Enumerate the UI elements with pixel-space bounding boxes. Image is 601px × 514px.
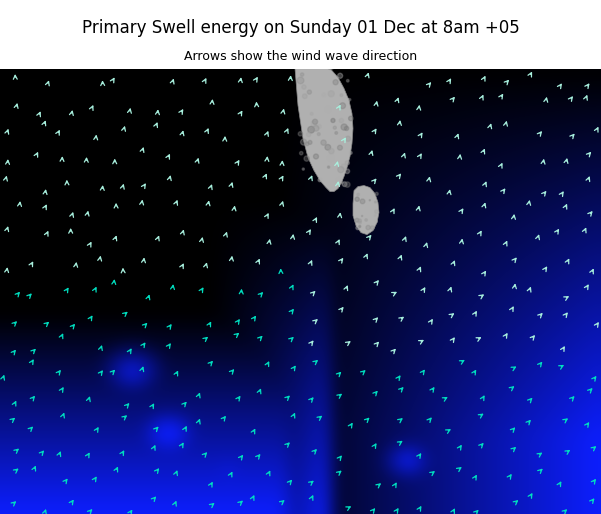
Circle shape [302, 168, 304, 170]
Circle shape [307, 90, 311, 94]
Text: Primary Swell energy on Sunday 01 Dec at 8am +05: Primary Swell energy on Sunday 01 Dec at… [82, 20, 519, 38]
Circle shape [334, 126, 337, 129]
Circle shape [310, 112, 313, 115]
Circle shape [369, 199, 370, 201]
Circle shape [339, 118, 344, 123]
Circle shape [336, 178, 342, 183]
Circle shape [374, 214, 376, 216]
Circle shape [374, 201, 376, 203]
Circle shape [375, 210, 378, 213]
Circle shape [345, 182, 350, 187]
Circle shape [330, 63, 333, 66]
Circle shape [349, 99, 351, 101]
Circle shape [371, 226, 374, 230]
Circle shape [305, 142, 309, 145]
Circle shape [307, 133, 311, 137]
Circle shape [340, 94, 343, 97]
Circle shape [355, 218, 359, 222]
Circle shape [310, 128, 314, 132]
Circle shape [299, 152, 303, 155]
Circle shape [338, 167, 344, 173]
Circle shape [317, 124, 322, 128]
Circle shape [325, 144, 331, 150]
Circle shape [355, 197, 359, 201]
Circle shape [375, 192, 378, 195]
Circle shape [300, 73, 304, 76]
Circle shape [349, 152, 352, 154]
Circle shape [331, 166, 338, 173]
Circle shape [317, 133, 320, 136]
Circle shape [321, 140, 326, 145]
Circle shape [331, 118, 335, 122]
Circle shape [302, 94, 307, 99]
Circle shape [338, 145, 343, 150]
Circle shape [342, 182, 347, 187]
Circle shape [368, 208, 371, 211]
Circle shape [313, 125, 319, 131]
Circle shape [356, 226, 359, 230]
Circle shape [340, 103, 346, 108]
Circle shape [298, 132, 302, 136]
Circle shape [308, 126, 314, 133]
Circle shape [328, 155, 334, 161]
Circle shape [304, 156, 310, 161]
Circle shape [327, 63, 334, 69]
Circle shape [314, 154, 319, 159]
Circle shape [346, 136, 350, 141]
Circle shape [358, 221, 361, 224]
Circle shape [328, 90, 334, 97]
Circle shape [341, 164, 347, 169]
Polygon shape [353, 186, 379, 234]
Circle shape [321, 110, 323, 113]
Circle shape [343, 98, 349, 104]
Circle shape [333, 80, 338, 85]
Text: Arrows show the wind wave direction: Arrows show the wind wave direction [184, 50, 417, 63]
Circle shape [302, 85, 306, 89]
Circle shape [322, 93, 326, 97]
Circle shape [370, 218, 374, 223]
Circle shape [318, 178, 322, 181]
Circle shape [308, 140, 312, 144]
Circle shape [329, 149, 334, 154]
Circle shape [366, 225, 370, 230]
Circle shape [360, 199, 365, 204]
Circle shape [335, 132, 338, 134]
Circle shape [347, 80, 349, 82]
Circle shape [349, 116, 353, 121]
Circle shape [297, 77, 304, 84]
Circle shape [325, 106, 331, 113]
Polygon shape [295, 49, 353, 192]
Circle shape [358, 219, 361, 223]
Circle shape [338, 74, 343, 78]
Circle shape [328, 166, 330, 168]
Circle shape [300, 139, 307, 145]
Circle shape [341, 124, 347, 130]
Circle shape [365, 219, 367, 221]
Circle shape [345, 161, 349, 165]
Circle shape [359, 226, 361, 228]
Circle shape [375, 221, 377, 223]
Circle shape [345, 169, 350, 174]
Circle shape [311, 121, 317, 126]
Circle shape [313, 119, 317, 124]
Circle shape [341, 182, 343, 183]
Circle shape [357, 193, 359, 196]
Circle shape [344, 126, 349, 131]
